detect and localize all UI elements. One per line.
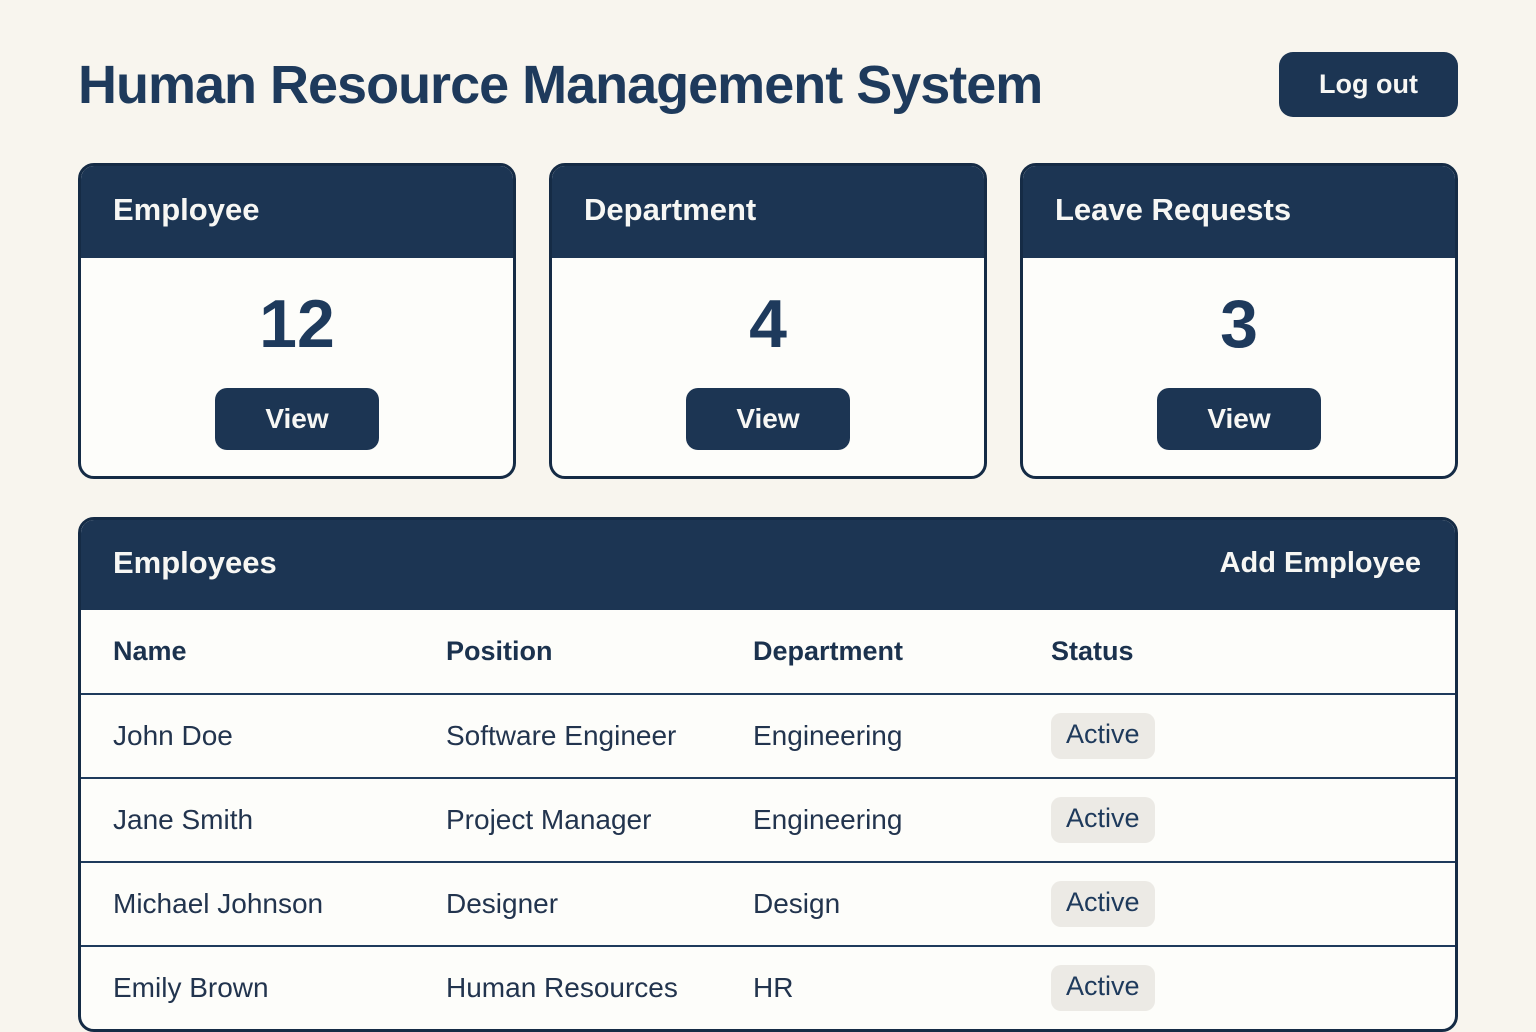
column-header-position: Position xyxy=(446,636,553,666)
employee-count: 12 xyxy=(259,286,335,362)
cell-position: Software Engineer xyxy=(446,720,677,751)
add-employee-button[interactable]: Add Employee xyxy=(1219,546,1421,579)
column-header-status: Status xyxy=(1051,636,1134,666)
card-title: Department xyxy=(552,166,984,258)
cell-status: Active xyxy=(1051,881,1455,927)
view-departments-button[interactable]: View xyxy=(686,388,850,450)
card-title: Employee xyxy=(81,166,513,258)
status-badge: Active xyxy=(1051,881,1155,927)
table-row: John Doe Software Engineer Engineering A… xyxy=(81,695,1455,777)
table-row: Emily Brown Human Resources HR Active xyxy=(81,945,1455,1029)
table-column-headers: Name Position Department Status xyxy=(81,610,1455,695)
cell-department: Engineering xyxy=(753,804,903,835)
cell-name: John Doe xyxy=(113,720,233,751)
view-leave-requests-button[interactable]: View xyxy=(1157,388,1321,450)
cell-name: Michael Johnson xyxy=(113,888,324,919)
column-header-department: Department xyxy=(753,636,904,666)
department-count: 4 xyxy=(749,286,787,362)
cell-name: Emily Brown xyxy=(113,972,269,1003)
status-badge: Active xyxy=(1051,713,1155,759)
logout-button[interactable]: Log out xyxy=(1279,52,1458,117)
summary-cards-row: Employee 12 View Department 4 View Leave… xyxy=(78,163,1458,479)
cell-status: Active xyxy=(1051,965,1455,1011)
page-title: Human Resource Management System xyxy=(78,54,1043,115)
employees-panel-header: Employees Add Employee xyxy=(81,520,1455,610)
cell-position: Human Resources xyxy=(446,972,678,1003)
table-row: Michael Johnson Designer Design Active xyxy=(81,861,1455,945)
card-body: 3 View xyxy=(1023,258,1455,476)
employees-panel: Employees Add Employee Name Position Dep… xyxy=(78,517,1458,1032)
card-title: Leave Requests xyxy=(1023,166,1455,258)
employees-panel-title: Employees xyxy=(113,545,277,580)
cell-status: Active xyxy=(1051,797,1455,843)
column-header-name: Name xyxy=(113,636,187,666)
card-body: 4 View xyxy=(552,258,984,476)
view-employees-button[interactable]: View xyxy=(215,388,379,450)
card-body: 12 View xyxy=(81,258,513,476)
cell-name: Jane Smith xyxy=(113,804,254,835)
cell-position: Project Manager xyxy=(446,804,652,835)
summary-card-leave-requests: Leave Requests 3 View xyxy=(1020,163,1458,479)
cell-department: Engineering xyxy=(753,720,903,751)
cell-department: HR xyxy=(753,972,794,1003)
summary-card-employee: Employee 12 View xyxy=(78,163,516,479)
status-badge: Active xyxy=(1051,965,1155,1011)
summary-card-department: Department 4 View xyxy=(549,163,987,479)
top-bar: Human Resource Management System Log out xyxy=(78,52,1458,117)
cell-status: Active xyxy=(1051,713,1455,759)
cell-position: Designer xyxy=(446,888,559,919)
status-badge: Active xyxy=(1051,797,1155,843)
table-row: Jane Smith Project Manager Engineering A… xyxy=(81,777,1455,861)
leave-requests-count: 3 xyxy=(1220,286,1258,362)
cell-department: Design xyxy=(753,888,841,919)
